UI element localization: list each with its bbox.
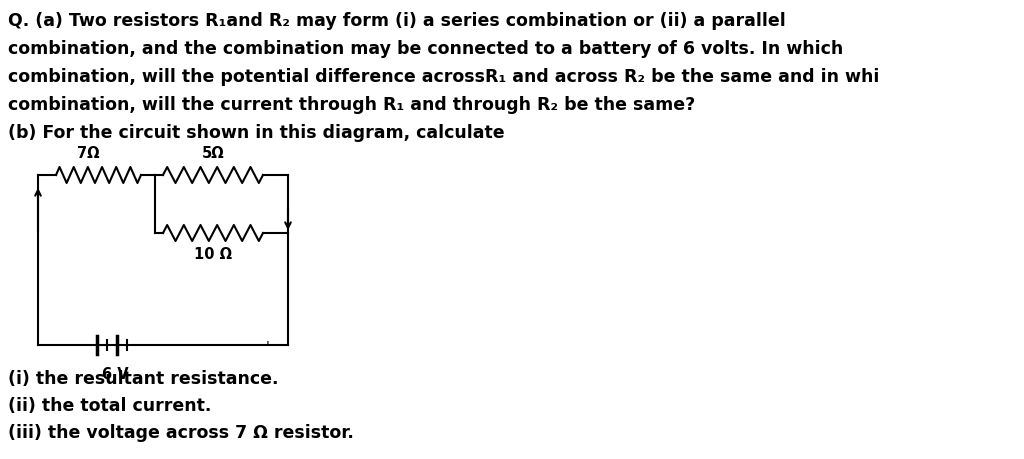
Text: 5Ω: 5Ω: [202, 146, 224, 161]
Text: (iii) the voltage across 7 Ω resistor.: (iii) the voltage across 7 Ω resistor.: [8, 424, 354, 442]
Text: 10 Ω: 10 Ω: [194, 247, 232, 262]
Text: 7Ω: 7Ω: [77, 146, 99, 161]
Text: (ii) the total current.: (ii) the total current.: [8, 397, 211, 415]
Text: (i) the resultant resistance.: (i) the resultant resistance.: [8, 370, 279, 388]
Text: (b) For the circuit shown in this diagram, calculate: (b) For the circuit shown in this diagra…: [8, 124, 505, 142]
Text: Q. (a) Two resistors R₁and R₂ may form (i) a series combination or (ii) a parall: Q. (a) Two resistors R₁and R₂ may form (…: [8, 12, 785, 30]
Text: combination, and the combination may be connected to a battery of 6 volts. In wh: combination, and the combination may be …: [8, 40, 843, 58]
Text: ': ': [266, 340, 270, 354]
Text: combination, will the potential difference acrossR₁ and across R₂ be the same an: combination, will the potential differen…: [8, 68, 880, 86]
Text: 6 V: 6 V: [101, 367, 128, 382]
Text: combination, will the current through R₁ and through R₂ be the same?: combination, will the current through R₁…: [8, 96, 695, 114]
